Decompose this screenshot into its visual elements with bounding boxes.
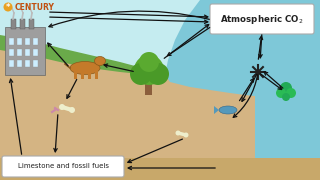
Bar bbox=[9, 60, 14, 67]
Bar bbox=[17, 60, 22, 67]
Bar bbox=[9, 49, 14, 56]
Circle shape bbox=[147, 63, 169, 85]
Circle shape bbox=[134, 55, 164, 85]
Circle shape bbox=[183, 132, 188, 138]
Polygon shape bbox=[0, 50, 255, 180]
Bar bbox=[25, 38, 30, 45]
FancyBboxPatch shape bbox=[210, 4, 314, 34]
Circle shape bbox=[130, 63, 152, 85]
Bar bbox=[25, 60, 30, 67]
Bar bbox=[25, 49, 30, 56]
Bar bbox=[9, 38, 14, 45]
Polygon shape bbox=[0, 35, 255, 180]
Bar bbox=[95, 69, 98, 79]
Ellipse shape bbox=[70, 62, 100, 75]
Ellipse shape bbox=[94, 57, 106, 66]
Bar bbox=[33, 49, 38, 56]
Circle shape bbox=[69, 107, 75, 113]
Bar bbox=[33, 60, 38, 67]
Circle shape bbox=[286, 88, 296, 98]
Text: Atmospheric CO$_2$: Atmospheric CO$_2$ bbox=[220, 12, 304, 26]
Bar bbox=[5, 27, 45, 75]
FancyBboxPatch shape bbox=[2, 156, 124, 177]
Bar bbox=[74, 69, 77, 79]
Circle shape bbox=[139, 52, 159, 72]
Text: CENTURY: CENTURY bbox=[15, 3, 55, 12]
Circle shape bbox=[280, 82, 292, 94]
Ellipse shape bbox=[219, 106, 237, 114]
Polygon shape bbox=[165, 0, 320, 180]
Bar bbox=[17, 49, 22, 56]
Text: *: * bbox=[6, 3, 10, 12]
Bar bbox=[11, 19, 16, 29]
Circle shape bbox=[276, 88, 286, 98]
Circle shape bbox=[175, 130, 180, 136]
Text: Limestone and fossil fuels: Limestone and fossil fuels bbox=[18, 163, 108, 170]
Bar bbox=[81, 69, 84, 79]
Circle shape bbox=[59, 104, 65, 110]
Bar bbox=[20, 19, 25, 29]
Circle shape bbox=[4, 3, 12, 12]
Bar bbox=[145, 73, 152, 95]
Bar bbox=[33, 38, 38, 45]
Bar bbox=[0, 158, 320, 180]
Bar bbox=[29, 19, 34, 29]
Bar bbox=[17, 38, 22, 45]
Polygon shape bbox=[214, 106, 219, 114]
Bar bbox=[88, 69, 91, 79]
Circle shape bbox=[282, 93, 290, 101]
